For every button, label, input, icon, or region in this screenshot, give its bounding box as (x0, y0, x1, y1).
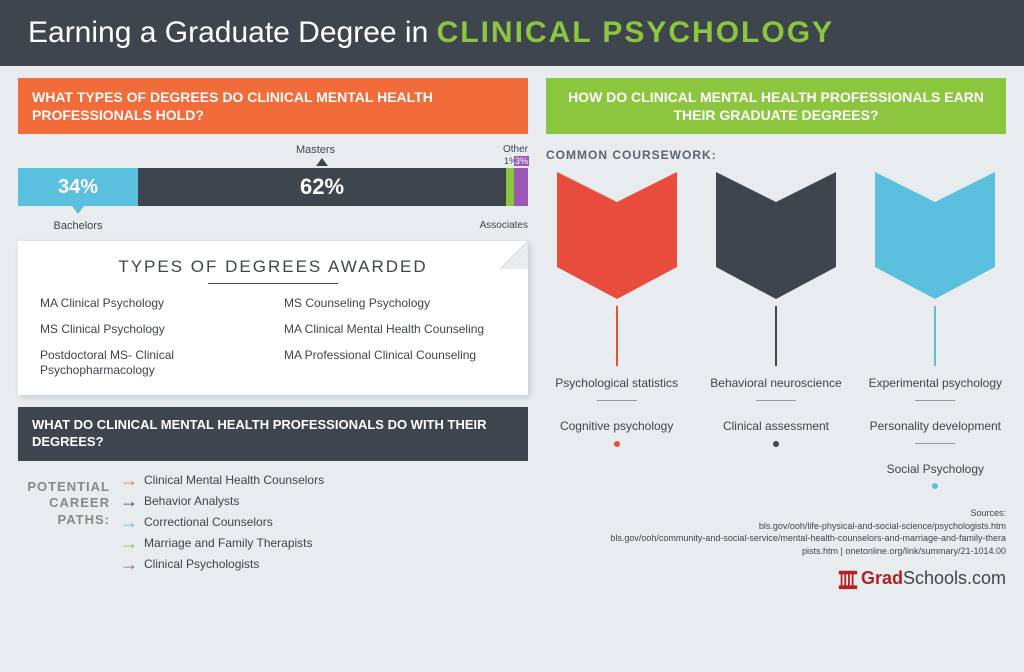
gradschools-icon (837, 568, 859, 590)
arrow-icon: → (120, 492, 138, 510)
coursework-column: Psychological statistics Cognitive psycho… (546, 172, 687, 489)
bachelors-label: Bachelors (18, 220, 138, 232)
question-2-banner: WHAT DO CLINICAL MENTAL HEALTH PROFESSIO… (18, 407, 528, 461)
right-column: HOW DO CLINICAL MENTAL HEALTH PROFESSION… (546, 78, 1006, 590)
question-3-banner: HOW DO CLINICAL MENTAL HEALTH PROFESSION… (546, 78, 1006, 134)
degrees-title: TYPES OF DEGREES AWARDED (40, 257, 506, 277)
associates-bar: 3% (514, 168, 528, 206)
degree-item: MS Clinical Psychology (40, 322, 262, 338)
arrow-icon: → (120, 513, 138, 531)
other-bar: 1% (506, 168, 514, 206)
degree-item: MA Professional Clinical Counseling (284, 348, 506, 379)
career-item: →Behavior Analysts (120, 492, 528, 510)
masters-label: Masters (138, 144, 493, 156)
bachelors-bar: 34% (18, 168, 138, 206)
associates-label: Associates (480, 220, 528, 232)
degree-item: MS Counseling Psychology (284, 296, 506, 312)
degree-bar-chart: Masters Other 34% 62% 1% 3% Bachelors As… (18, 144, 528, 229)
end-dot (773, 441, 779, 447)
chevron-icon (716, 172, 836, 302)
question-1-banner: WHAT TYPES OF DEGREES DO CLINICAL MENTAL… (18, 78, 528, 134)
career-item: →Marriage and Family Therapists (120, 534, 528, 552)
career-item: →Clinical Mental Health Counselors (120, 471, 528, 489)
course-label: Social Psychology (887, 462, 984, 478)
sources: Sources: bls.gov/ooh/life-physical-and-s… (546, 507, 1006, 557)
coursework-subhead: COMMON COURSEWORK: (546, 148, 1006, 162)
course-label: Personality development (870, 419, 1001, 435)
other-label: Other (493, 144, 528, 156)
course-label: Experimental psychology (869, 376, 1002, 392)
arrow-icon: → (120, 534, 138, 552)
logo-rest: Schools.com (903, 568, 1006, 588)
logo-brand: Grad (861, 568, 903, 588)
chevron-icon (875, 172, 995, 302)
arrow-icon: → (120, 471, 138, 489)
page-header: Earning a Graduate Degree in CLINICAL PS… (0, 0, 1024, 66)
careers-section: POTENTIAL CAREER PATHS: →Clinical Mental… (18, 471, 528, 576)
course-label: Psychological statistics (555, 376, 678, 392)
degrees-grid: MA Clinical Psychology MS Counseling Psyc… (40, 296, 506, 378)
main-content: WHAT TYPES OF DEGREES DO CLINICAL MENTAL… (0, 66, 1024, 602)
coursework-column: Experimental psychology Personality devel… (865, 172, 1006, 489)
header-prefix: Earning a Graduate Degree in (28, 16, 437, 49)
chevron-icon (557, 172, 677, 302)
course-label: Clinical assessment (723, 419, 829, 435)
careers-label: POTENTIAL CAREER PATHS: (18, 479, 110, 530)
logo: GradSchools.com (546, 568, 1006, 590)
coursework-chevrons: Psychological statistics Cognitive psycho… (546, 172, 1006, 489)
career-item: →Correctional Counselors (120, 513, 528, 531)
degree-item: MA Clinical Psychology (40, 296, 262, 312)
course-label: Behavioral neuroscience (710, 376, 841, 392)
bach-pointer (72, 206, 84, 214)
degree-item: MA Clinical Mental Health Counseling (284, 322, 506, 338)
masters-pointer (316, 158, 328, 166)
header-accent: CLINICAL PSYCHOLOGY (437, 16, 834, 49)
end-dot (932, 483, 938, 489)
left-column: WHAT TYPES OF DEGREES DO CLINICAL MENTAL… (18, 78, 528, 590)
career-item: →Clinical Psychologists (120, 555, 528, 573)
masters-bar: 62% (138, 168, 506, 206)
career-list: →Clinical Mental Health Counselors →Behav… (120, 471, 528, 576)
arrow-icon: → (120, 555, 138, 573)
degrees-card: TYPES OF DEGREES AWARDED MA Clinical Psy… (18, 241, 528, 394)
degree-item: Postdoctoral MS- Clinical Psychopharmaco… (40, 348, 262, 379)
end-dot (614, 441, 620, 447)
divider (208, 283, 338, 284)
stem-line (616, 306, 618, 366)
stem-line (775, 306, 777, 366)
coursework-column: Behavioral neuroscience Clinical assessme… (705, 172, 846, 489)
stem-line (934, 306, 936, 366)
course-label: Cognitive psychology (560, 419, 673, 435)
